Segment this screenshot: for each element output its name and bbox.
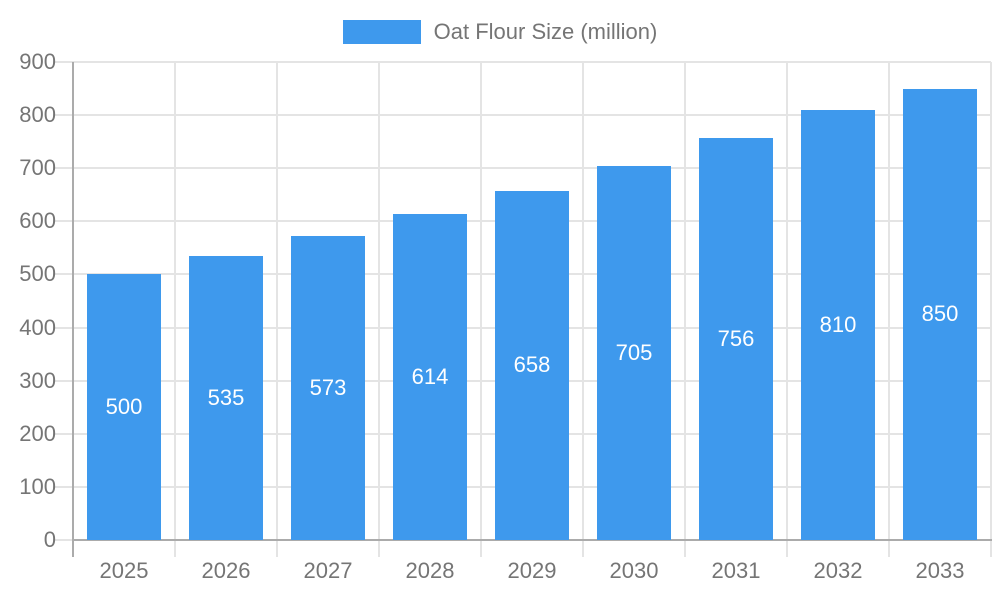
x-axis-line — [72, 539, 992, 541]
gridline-vertical — [582, 62, 584, 557]
bar-value-label: 535 — [207, 384, 245, 410]
bar[interactable]: 850 — [903, 88, 977, 540]
y-tick-label: 900 — [19, 49, 56, 74]
gridline-vertical — [174, 62, 176, 557]
x-tick-label: 2025 — [99, 558, 149, 583]
gridline-vertical — [786, 62, 788, 557]
y-tick-label: 100 — [19, 473, 56, 499]
x-tick-label: 2032 — [813, 558, 863, 583]
bar-value-label: 658 — [513, 352, 551, 378]
gridline-horizontal — [53, 167, 991, 170]
bar-value-label: 850 — [921, 301, 959, 327]
bar[interactable]: 573 — [291, 235, 365, 540]
gridline-vertical — [378, 62, 380, 557]
y-tick-label: 700 — [19, 155, 56, 181]
y-tick-label: 500 — [19, 261, 56, 287]
bar-value-label: 573 — [309, 374, 347, 400]
gridline-vertical — [990, 62, 992, 557]
x-tick-label: 2028 — [405, 558, 455, 583]
bar[interactable]: 705 — [597, 165, 671, 540]
bar[interactable]: 658 — [495, 190, 569, 540]
y-tick-label: 200 — [19, 420, 56, 446]
x-tick-label: 2033 — [915, 558, 965, 583]
bar-value-label: 705 — [615, 339, 653, 365]
bar-value-label: 500 — [105, 394, 143, 420]
x-tick-label: 2027 — [303, 558, 353, 583]
chart-legend[interactable]: Oat Flour Size (million) — [0, 19, 1000, 45]
gridline-vertical — [276, 62, 278, 557]
gridline-vertical — [888, 62, 890, 557]
bar-value-label: 810 — [819, 311, 857, 337]
bar[interactable]: 500 — [87, 274, 161, 540]
bar-value-label: 756 — [717, 326, 755, 352]
y-tick-label: 600 — [19, 208, 56, 234]
bar-value-label: 614 — [411, 363, 449, 389]
legend-label: Oat Flour Size (million) — [433, 19, 658, 44]
x-tick-label: 2029 — [507, 558, 557, 583]
gridline-horizontal — [53, 61, 991, 63]
y-tick-label: 400 — [19, 314, 56, 340]
legend-swatch — [342, 20, 421, 44]
y-tick-label: 0 — [43, 527, 56, 552]
y-tick-label: 300 — [19, 367, 56, 393]
bar[interactable]: 614 — [393, 213, 467, 540]
x-tick-label: 2026 — [201, 558, 251, 583]
y-axis-line — [72, 62, 74, 557]
y-tick-label: 800 — [19, 102, 56, 128]
x-tick-label: 2031 — [711, 558, 761, 583]
gridline-vertical — [480, 62, 482, 557]
gridline-vertical — [684, 62, 686, 557]
bar[interactable]: 756 — [699, 138, 773, 540]
gridline-horizontal — [53, 114, 991, 117]
bar[interactable]: 535 — [189, 255, 263, 540]
bar[interactable]: 810 — [801, 109, 875, 540]
x-tick-label: 2030 — [609, 558, 659, 583]
